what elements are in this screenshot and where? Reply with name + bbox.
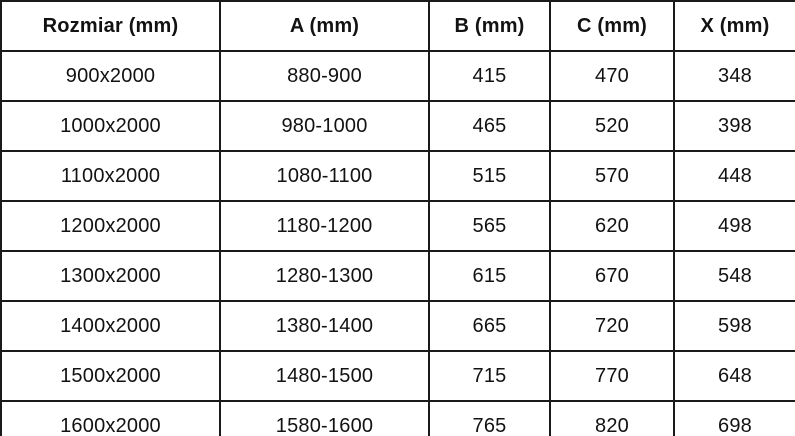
table-row: 1100x2000 1080-1100 515 570 448: [0, 150, 795, 202]
table-cell-a: 1180-1200: [219, 200, 430, 252]
table-cell-a: 1580-1600: [219, 400, 430, 436]
table-cell-b: 665: [428, 300, 551, 352]
table-cell-rozmiar: 1000x2000: [0, 100, 221, 152]
table-cell-c: 620: [549, 200, 675, 252]
table-cell-a: 880-900: [219, 50, 430, 102]
table-row: 1600x2000 1580-1600 765 820 698: [0, 400, 795, 436]
table-cell-x: 648: [673, 350, 795, 402]
table-row: 900x2000 880-900 415 470 348: [0, 50, 795, 102]
table-cell-x: 448: [673, 150, 795, 202]
table-cell-b: 765: [428, 400, 551, 436]
table-cell-rozmiar: 1100x2000: [0, 150, 221, 202]
table-cell-b: 565: [428, 200, 551, 252]
table-cell-c: 720: [549, 300, 675, 352]
column-header-c: C (mm): [549, 0, 675, 52]
table-cell-a: 980-1000: [219, 100, 430, 152]
table-cell-c: 470: [549, 50, 675, 102]
table-cell-rozmiar: 1400x2000: [0, 300, 221, 352]
header-row: Rozmiar (mm) A (mm) B (mm) C (mm) X (mm): [0, 0, 795, 52]
table-cell-x: 348: [673, 50, 795, 102]
table-cell-x: 598: [673, 300, 795, 352]
table-cell-x: 548: [673, 250, 795, 302]
table-cell-x: 498: [673, 200, 795, 252]
table-row: 1200x2000 1180-1200 565 620 498: [0, 200, 795, 252]
table-row: 1300x2000 1280-1300 615 670 548: [0, 250, 795, 302]
table-cell-c: 570: [549, 150, 675, 202]
column-header-rozmiar: Rozmiar (mm): [0, 0, 221, 52]
table-cell-a: 1380-1400: [219, 300, 430, 352]
table-row: 1400x2000 1380-1400 665 720 598: [0, 300, 795, 352]
column-header-a: A (mm): [219, 0, 430, 52]
table-cell-b: 615: [428, 250, 551, 302]
column-header-x: X (mm): [673, 0, 795, 52]
table-cell-rozmiar: 1500x2000: [0, 350, 221, 402]
table-cell-c: 520: [549, 100, 675, 152]
table-cell-a: 1080-1100: [219, 150, 430, 202]
table-cell-b: 465: [428, 100, 551, 152]
table-cell-rozmiar: 1600x2000: [0, 400, 221, 436]
table-cell-b: 715: [428, 350, 551, 402]
table-cell-x: 398: [673, 100, 795, 152]
table-cell-b: 515: [428, 150, 551, 202]
table-cell-c: 820: [549, 400, 675, 436]
column-header-b: B (mm): [428, 0, 551, 52]
table-row: 1500x2000 1480-1500 715 770 648: [0, 350, 795, 402]
table-cell-a: 1280-1300: [219, 250, 430, 302]
table-row: 1000x2000 980-1000 465 520 398: [0, 100, 795, 152]
table-cell-b: 415: [428, 50, 551, 102]
table-cell-rozmiar: 1200x2000: [0, 200, 221, 252]
table-cell-a: 1480-1500: [219, 350, 430, 402]
table-cell-c: 770: [549, 350, 675, 402]
table-cell-rozmiar: 1300x2000: [0, 250, 221, 302]
table-cell-c: 670: [549, 250, 675, 302]
table-cell-x: 698: [673, 400, 795, 436]
table-cell-rozmiar: 900x2000: [0, 50, 221, 102]
